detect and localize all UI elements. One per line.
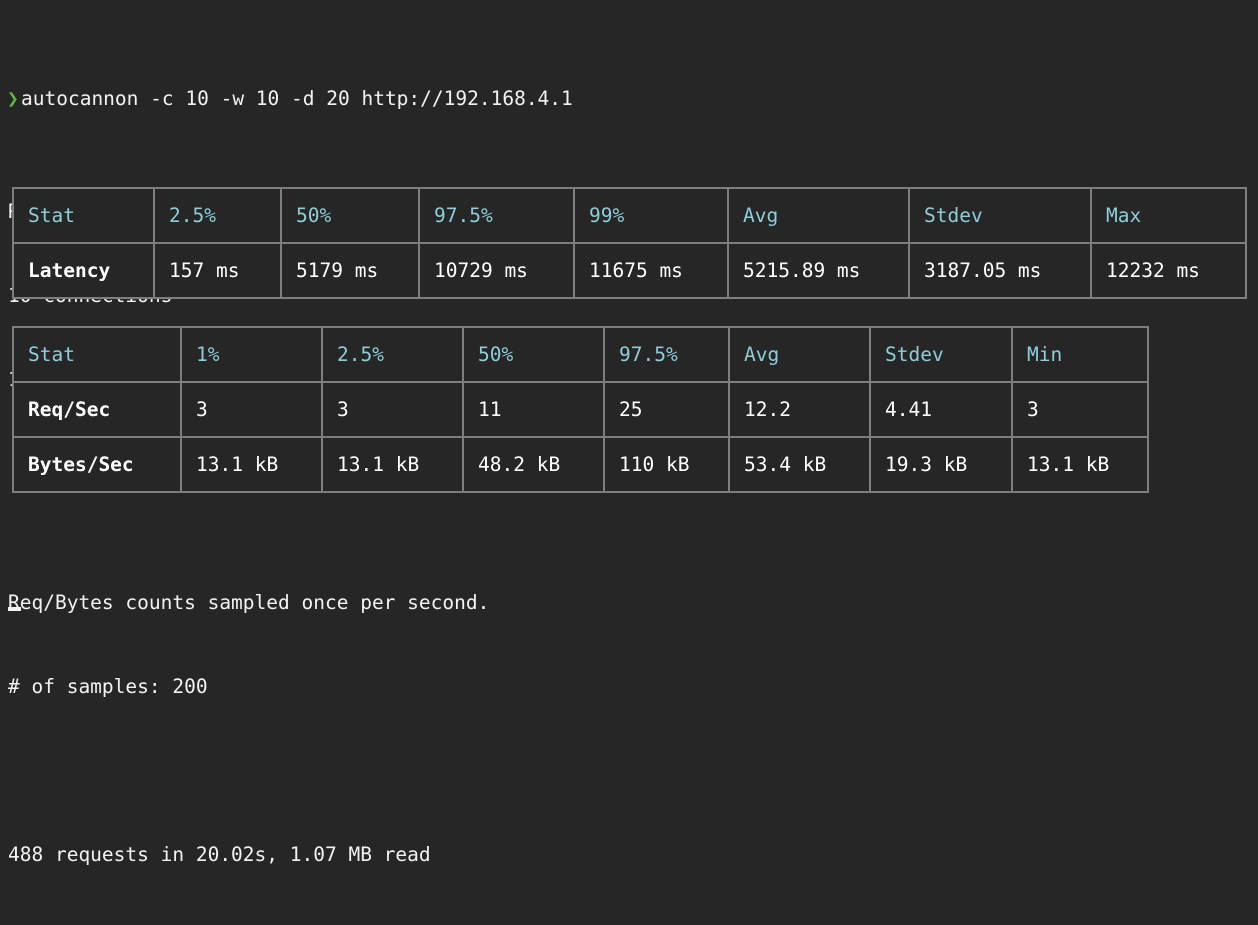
command-text: autocannon -c 10 -w 10 -d 20 http://192.…: [21, 87, 573, 110]
footer-note: Req/Bytes counts sampled once per second…: [8, 591, 490, 614]
cell-reqsec-avg: 12.2: [728, 381, 871, 438]
latency-stats-table: Stat 2.5% 50% 97.5% 99% Avg Stdev Max La…: [12, 187, 1247, 299]
blank-spacer: [8, 757, 1258, 785]
col-header-p2_5: 2.5%: [153, 187, 282, 244]
progress-spinner-line: [8, 590, 1258, 624]
table-row: Bytes/Sec 13.1 kB 13.1 kB 48.2 kB 110 kB…: [12, 436, 1149, 493]
row-label-latency: Latency: [12, 242, 155, 299]
cell-bytessec-p50: 48.2 kB: [462, 436, 605, 493]
row-label-req-sec: Req/Sec: [12, 381, 182, 438]
prompt-chevron-icon: ❯: [7, 87, 19, 110]
throughput-stats-table: Stat 1% 2.5% 50% 97.5% Avg Stdev Min Req…: [12, 326, 1149, 493]
cell-latency-p99: 11675 ms: [573, 242, 729, 299]
cell-bytessec-stdev: 19.3 kB: [869, 436, 1013, 493]
spinner-icon: [8, 607, 21, 611]
cell-reqsec-p97_5: 25: [603, 381, 730, 438]
cell-bytessec-min: 13.1 kB: [1011, 436, 1149, 493]
table-row: Latency 157 ms 5179 ms 10729 ms 11675 ms…: [12, 242, 1247, 299]
cell-bytessec-p97_5: 110 kB: [603, 436, 730, 493]
table-header-row: Stat 1% 2.5% 50% 97.5% Avg Stdev Min: [12, 326, 1149, 383]
cell-reqsec-p1: 3: [180, 381, 323, 438]
col-header-p1: 1%: [180, 326, 323, 383]
cell-reqsec-stdev: 4.41: [869, 381, 1013, 438]
cell-latency-avg: 5215.89 ms: [727, 242, 910, 299]
cell-latency-p97_5: 10729 ms: [418, 242, 575, 299]
command-line: ❯ autocannon -c 10 -w 10 -d 20 http://192…: [7, 84, 1258, 114]
col-header-max: Max: [1090, 187, 1247, 244]
footer-summary: 488 requests in 20.02s, 1.07 MB read: [8, 843, 431, 866]
col-header-p50: 50%: [462, 326, 605, 383]
col-header-stdev: Stdev: [869, 326, 1013, 383]
cell-latency-p2_5: 157 ms: [153, 242, 282, 299]
col-header-min: Min: [1011, 326, 1149, 383]
cell-bytessec-avg: 53.4 kB: [728, 436, 871, 493]
col-header-stat: Stat: [12, 187, 155, 244]
cell-reqsec-min: 3: [1011, 381, 1149, 438]
cell-latency-max: 12232 ms: [1090, 242, 1247, 299]
cell-bytessec-p1: 13.1 kB: [180, 436, 323, 493]
terminal-window: ❯ autocannon -c 10 -w 10 -d 20 http://192…: [7, 84, 1258, 866]
cell-bytessec-p2_5: 13.1 kB: [321, 436, 464, 493]
col-header-p99: 99%: [573, 187, 729, 244]
console-summary: Req/Bytes counts sampled once per second…: [0, 533, 1258, 925]
col-header-stat: Stat: [12, 326, 182, 383]
col-header-p97_5: 97.5%: [418, 187, 575, 244]
table-header-row: Stat 2.5% 50% 97.5% 99% Avg Stdev Max: [12, 187, 1247, 244]
col-header-avg: Avg: [728, 326, 871, 383]
cell-reqsec-p50: 11: [462, 381, 605, 438]
col-header-p2_5: 2.5%: [321, 326, 464, 383]
cell-reqsec-p2_5: 3: [321, 381, 464, 438]
footer-samples: # of samples: 200: [8, 675, 208, 698]
row-label-bytes-sec: Bytes/Sec: [12, 436, 182, 493]
col-header-p97_5: 97.5%: [603, 326, 730, 383]
col-header-p50: 50%: [280, 187, 420, 244]
cell-latency-stdev: 3187.05 ms: [908, 242, 1092, 299]
cell-latency-p50: 5179 ms: [280, 242, 420, 299]
table-row: Req/Sec 3 3 11 25 12.2 4.41 3: [12, 381, 1149, 438]
col-header-stdev: Stdev: [908, 187, 1092, 244]
col-header-avg: Avg: [727, 187, 910, 244]
